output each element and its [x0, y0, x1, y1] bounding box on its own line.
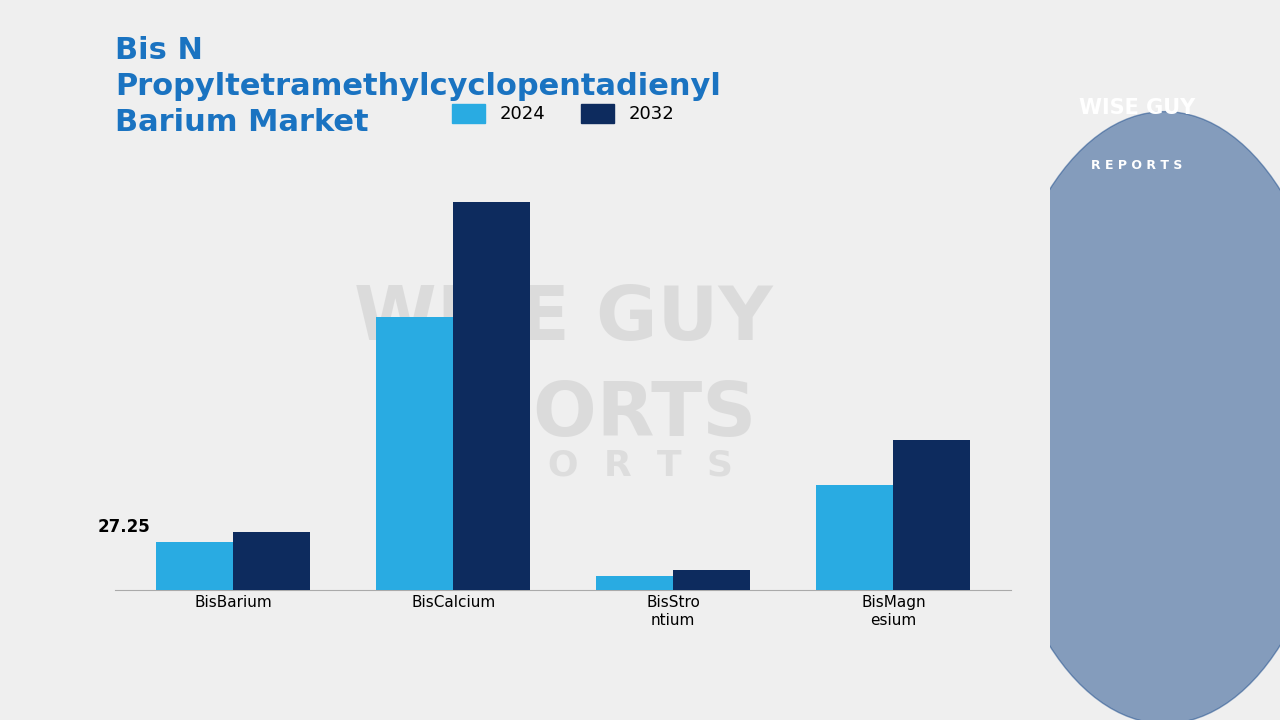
Bar: [376, 317, 453, 590]
Bar: [453, 202, 530, 590]
Text: 27.25: 27.25: [97, 518, 150, 536]
Bar: [817, 485, 893, 590]
Bar: [596, 576, 673, 590]
Bar: [156, 542, 233, 590]
Text: WISE GUY
REPORTS: WISE GUY REPORTS: [353, 283, 773, 451]
Text: R  E  P  O  R  T  S: R E P O R T S: [393, 449, 733, 482]
Legend: 2024, 2032: 2024, 2032: [443, 95, 684, 132]
Bar: [233, 532, 310, 590]
Text: R E P O R T S: R E P O R T S: [1092, 159, 1183, 172]
Text: Bis N
Propyltetramethylcyclopentadienyl
Barium Market: Bis N Propyltetramethylcyclopentadienyl …: [115, 36, 721, 137]
Text: WISE GUY: WISE GUY: [1079, 98, 1196, 118]
Ellipse shape: [992, 112, 1280, 720]
Bar: [893, 441, 970, 590]
Bar: [673, 570, 750, 590]
